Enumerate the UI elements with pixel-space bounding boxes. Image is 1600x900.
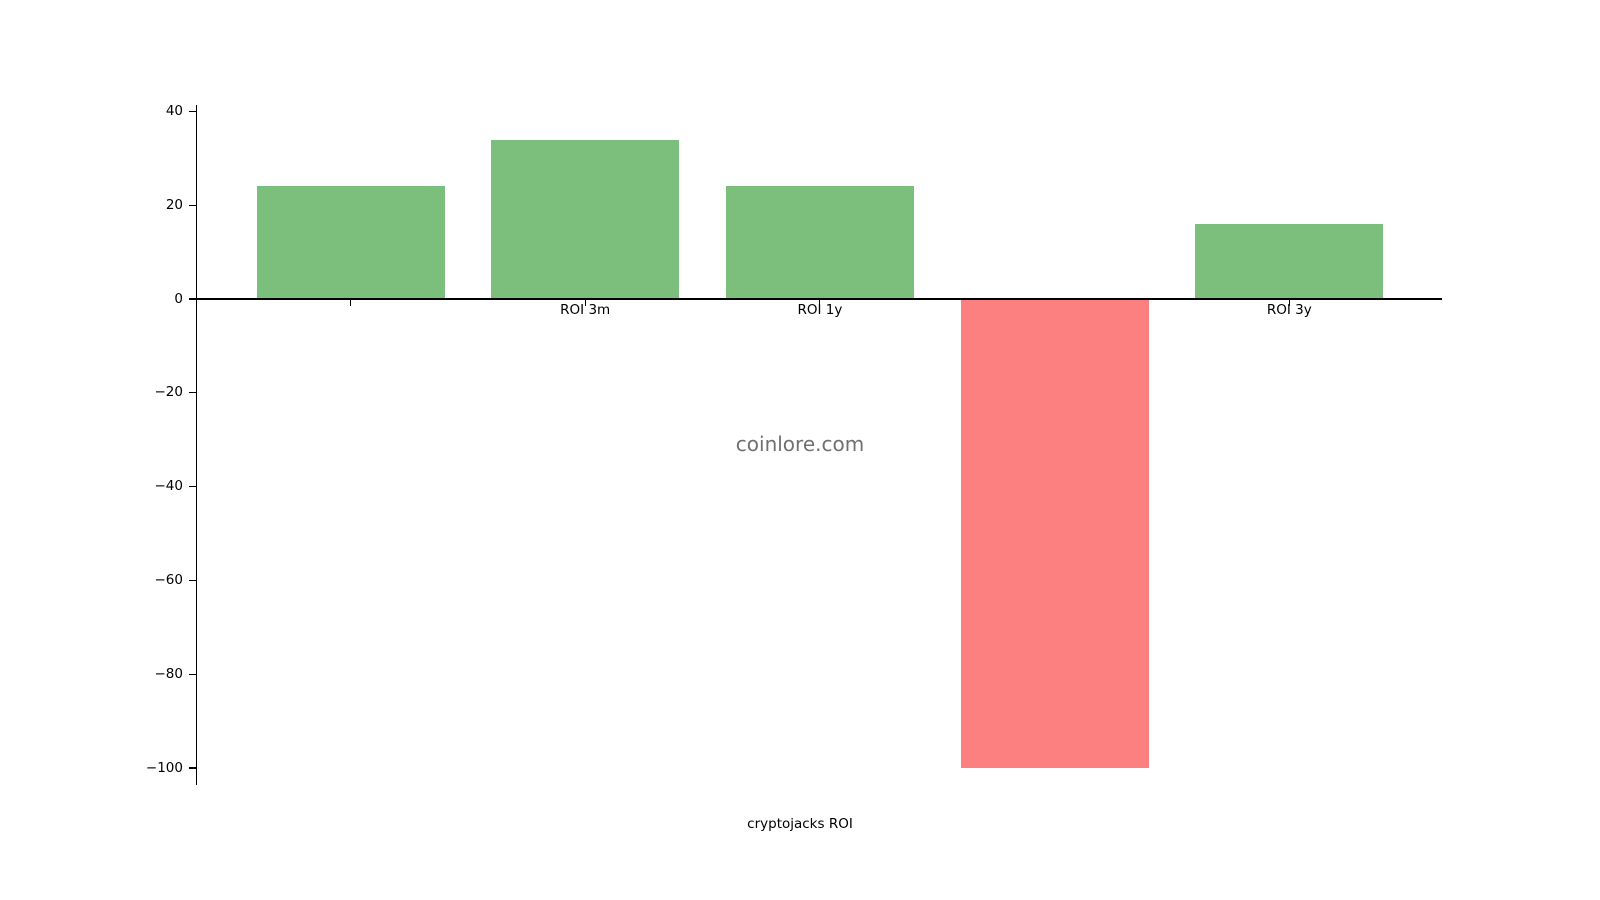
x-tick-label: ROI 1y <box>797 302 843 318</box>
y-tick-label: −20 <box>154 384 184 401</box>
bar <box>960 299 1149 768</box>
bar <box>256 186 445 299</box>
bar <box>725 186 914 299</box>
y-tick-label: −60 <box>154 571 184 588</box>
x-tick-mark <box>819 299 821 306</box>
y-tick-label: −80 <box>154 665 184 682</box>
y-tick-mark <box>189 767 196 769</box>
x-tick-label: ROI 3m <box>560 302 611 318</box>
y-tick-label: 0 <box>174 290 183 307</box>
chart-title: cryptojacks ROI <box>747 816 853 832</box>
y-tick-mark <box>189 298 196 300</box>
bar <box>491 139 680 299</box>
y-tick-mark <box>189 204 196 206</box>
y-tick-label: −100 <box>145 759 183 776</box>
x-axis-line <box>197 298 1442 300</box>
x-tick-mark <box>349 299 352 306</box>
bar <box>1195 223 1384 299</box>
y-tick-label: 40 <box>165 102 183 119</box>
y-tick-label: −40 <box>154 478 184 495</box>
y-tick-label: 20 <box>165 196 183 213</box>
y-axis-spine <box>196 105 198 785</box>
y-tick-mark <box>189 486 196 488</box>
watermark-text: coinlore.com <box>735 432 865 456</box>
y-tick-mark <box>189 392 196 394</box>
x-tick-mark <box>1288 299 1290 306</box>
x-tick-mark <box>584 299 586 306</box>
x-tick-label: ROI 3y <box>1266 302 1312 318</box>
y-tick-mark <box>189 579 196 581</box>
y-tick-mark <box>189 673 196 675</box>
y-tick-mark <box>189 110 196 112</box>
